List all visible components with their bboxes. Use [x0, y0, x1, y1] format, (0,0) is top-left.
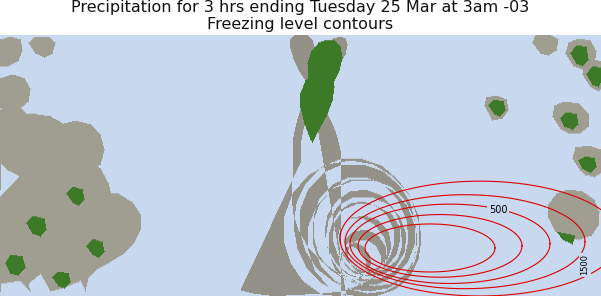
Text: 500: 500 [489, 205, 507, 215]
Title: Precipitation for 3 hrs ending Tuesday 25 Mar at 3am -03
Freezing level contours: Precipitation for 3 hrs ending Tuesday 2… [72, 0, 529, 32]
Text: 1500: 1500 [581, 254, 590, 275]
